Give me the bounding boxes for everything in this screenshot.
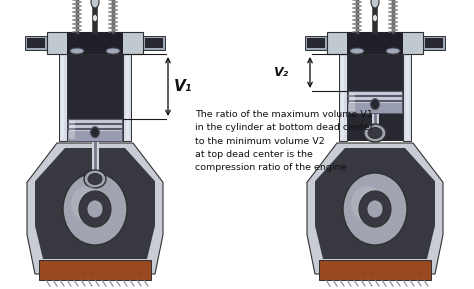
FancyBboxPatch shape	[61, 56, 64, 139]
FancyBboxPatch shape	[67, 54, 123, 141]
FancyBboxPatch shape	[327, 32, 423, 54]
Ellipse shape	[371, 0, 379, 8]
FancyBboxPatch shape	[348, 103, 402, 113]
Ellipse shape	[386, 48, 400, 54]
Text: V₂: V₂	[273, 66, 288, 79]
FancyBboxPatch shape	[47, 32, 143, 54]
FancyBboxPatch shape	[423, 36, 445, 50]
Ellipse shape	[367, 200, 383, 218]
Ellipse shape	[359, 191, 391, 227]
FancyBboxPatch shape	[319, 260, 431, 280]
Polygon shape	[315, 148, 435, 259]
Ellipse shape	[88, 173, 102, 184]
Ellipse shape	[351, 186, 383, 222]
Ellipse shape	[84, 170, 106, 188]
Ellipse shape	[91, 127, 100, 138]
FancyBboxPatch shape	[339, 54, 347, 141]
Text: The ratio of the maximum volume V1
in the cylinder at bottom dead center
to the : The ratio of the maximum volume V1 in th…	[195, 110, 374, 172]
Polygon shape	[35, 148, 155, 259]
FancyBboxPatch shape	[25, 36, 47, 50]
FancyBboxPatch shape	[67, 32, 123, 54]
FancyBboxPatch shape	[145, 38, 163, 48]
FancyBboxPatch shape	[341, 56, 344, 139]
Ellipse shape	[106, 48, 120, 54]
Polygon shape	[307, 143, 443, 274]
Polygon shape	[27, 143, 163, 274]
Ellipse shape	[350, 48, 364, 54]
FancyBboxPatch shape	[126, 56, 129, 139]
FancyBboxPatch shape	[143, 36, 165, 50]
Ellipse shape	[71, 186, 103, 222]
Ellipse shape	[343, 173, 407, 245]
FancyBboxPatch shape	[68, 131, 122, 141]
Ellipse shape	[373, 14, 377, 21]
Ellipse shape	[63, 173, 127, 245]
Ellipse shape	[70, 48, 84, 54]
FancyBboxPatch shape	[68, 119, 122, 141]
FancyBboxPatch shape	[347, 32, 403, 54]
Text: V₁: V₁	[174, 79, 192, 94]
FancyBboxPatch shape	[348, 91, 402, 113]
FancyBboxPatch shape	[425, 38, 443, 48]
FancyBboxPatch shape	[307, 38, 325, 48]
Ellipse shape	[91, 0, 99, 8]
FancyBboxPatch shape	[403, 54, 411, 141]
FancyBboxPatch shape	[27, 38, 45, 48]
FancyBboxPatch shape	[39, 260, 151, 280]
Ellipse shape	[371, 99, 380, 110]
FancyBboxPatch shape	[69, 121, 75, 139]
FancyBboxPatch shape	[123, 54, 131, 141]
Ellipse shape	[92, 14, 98, 21]
FancyBboxPatch shape	[347, 54, 403, 141]
Ellipse shape	[364, 124, 386, 142]
Ellipse shape	[368, 127, 382, 138]
FancyBboxPatch shape	[59, 54, 67, 141]
Ellipse shape	[87, 200, 103, 218]
FancyBboxPatch shape	[349, 93, 355, 111]
FancyBboxPatch shape	[305, 36, 327, 50]
FancyBboxPatch shape	[406, 56, 409, 139]
Ellipse shape	[79, 191, 111, 227]
